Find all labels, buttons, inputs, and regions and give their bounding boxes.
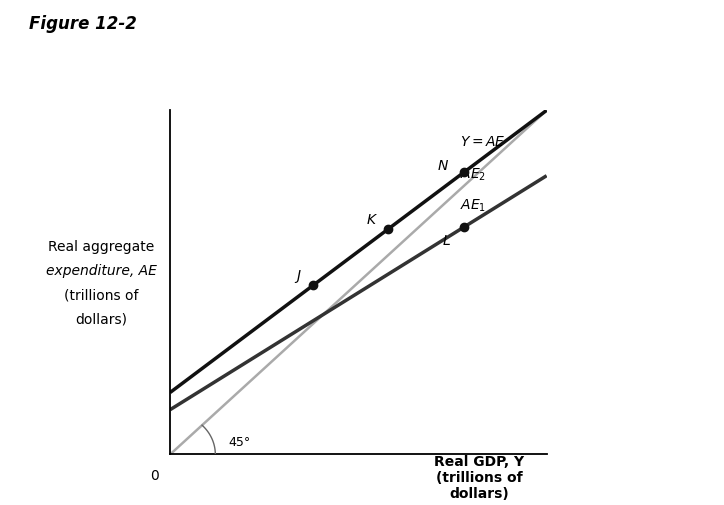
Text: $AE_2$: $AE_2$ bbox=[460, 166, 487, 182]
Text: N: N bbox=[438, 159, 448, 173]
Text: expenditure, AE: expenditure, AE bbox=[46, 264, 157, 278]
Text: K: K bbox=[367, 213, 376, 227]
Text: 0: 0 bbox=[150, 468, 159, 482]
Text: 45°: 45° bbox=[229, 435, 251, 448]
Text: $Y = AE$: $Y = AE$ bbox=[460, 135, 506, 149]
Text: $AE_1$: $AE_1$ bbox=[460, 197, 487, 213]
Text: dollars): dollars) bbox=[75, 312, 127, 326]
Text: L: L bbox=[443, 234, 451, 248]
Text: Real aggregate: Real aggregate bbox=[49, 239, 154, 254]
Text: (trillions of: (trillions of bbox=[64, 288, 138, 302]
Text: J: J bbox=[296, 268, 300, 282]
Text: Figure 12-2: Figure 12-2 bbox=[29, 15, 137, 33]
Text: Real GDP, Y
(trillions of
dollars): Real GDP, Y (trillions of dollars) bbox=[434, 453, 524, 500]
